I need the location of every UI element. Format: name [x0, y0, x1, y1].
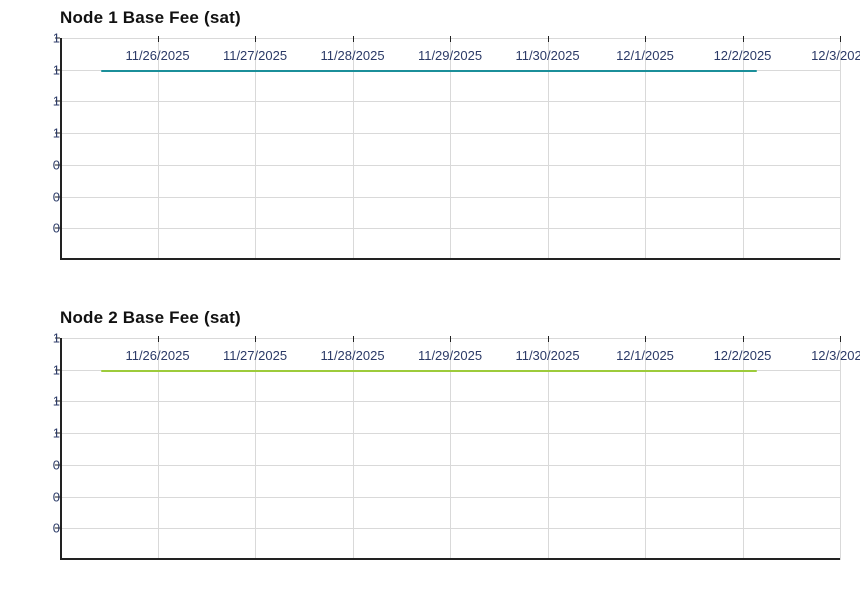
- chart1-ytick-0: 1: [40, 31, 60, 46]
- chart2-xtick-6: 12/2/2025: [714, 348, 772, 363]
- chart2-ytick-1: 1: [40, 362, 60, 377]
- chart1-xtick-3: 11/29/2025: [418, 48, 482, 63]
- chart2-ytick-4: 0: [40, 457, 60, 472]
- chart2-ytick-6: 0: [40, 521, 60, 536]
- chart2-ytick-0: 1: [40, 331, 60, 346]
- chart1-plot-area[interactable]: 1 1 1 1 0 0 0 11/26/2025 11/27/2025 11/2…: [60, 38, 840, 260]
- dashboard-page: Node 1 Base Fee (sat) 1: [0, 0, 860, 600]
- chart1-ytick-1: 1: [40, 62, 60, 77]
- chart1-xtick-1: 11/27/2025: [223, 48, 287, 63]
- chart2-ytick-5: 0: [40, 489, 60, 504]
- chart1-data-line[interactable]: [101, 70, 757, 73]
- chart2-data-line[interactable]: [101, 370, 757, 373]
- chart2-xtick-0: 11/26/2025: [125, 348, 189, 363]
- chart2-xtick-1: 11/27/2025: [223, 348, 287, 363]
- chart1-xtick-6: 12/2/2025: [714, 48, 772, 63]
- chart2-xtick-2: 11/28/2025: [320, 348, 384, 363]
- chart2-xtick-5: 12/1/2025: [616, 348, 674, 363]
- chart1-x-axis: [60, 258, 840, 260]
- chart1-ytick-2: 1: [40, 94, 60, 109]
- chart1-xtick-4: 11/30/2025: [515, 48, 579, 63]
- chart1-xtick-7: 12/3/2025: [811, 48, 860, 63]
- chart1-ytick-6: 0: [40, 221, 60, 236]
- chart1-xtick-0: 11/26/2025: [125, 48, 189, 63]
- chart1-ytick-5: 0: [40, 189, 60, 204]
- chart2-y-axis: [60, 338, 62, 560]
- chart2-xtick-3: 11/29/2025: [418, 348, 482, 363]
- chart1-xtick-2: 11/28/2025: [320, 48, 384, 63]
- chart2-plot-area[interactable]: 1 1 1 1 0 0 0 11/26/2025 11/27/2025 11/2…: [60, 338, 840, 560]
- chart2-title: Node 2 Base Fee (sat): [60, 308, 241, 328]
- chart2-x-axis: [60, 558, 840, 560]
- chart2-ytick-3: 1: [40, 426, 60, 441]
- chart-node1: Node 1 Base Fee (sat) 1: [0, 0, 860, 300]
- chart2-ytick-2: 1: [40, 394, 60, 409]
- chart1-ytick-3: 1: [40, 126, 60, 141]
- chart2-xtick-7: 12/3/2025: [811, 348, 860, 363]
- chart1-title: Node 1 Base Fee (sat): [60, 8, 241, 28]
- chart1-y-axis: [60, 38, 62, 260]
- chart1-ytick-4: 0: [40, 157, 60, 172]
- chart1-vgridline-8: [840, 38, 841, 260]
- chart2-vgridline-8: [840, 338, 841, 560]
- chart2-xtick-4: 11/30/2025: [515, 348, 579, 363]
- chart1-xtick-5: 12/1/2025: [616, 48, 674, 63]
- chart-node2: Node 2 Base Fee (sat) 1 1 1: [0, 300, 860, 600]
